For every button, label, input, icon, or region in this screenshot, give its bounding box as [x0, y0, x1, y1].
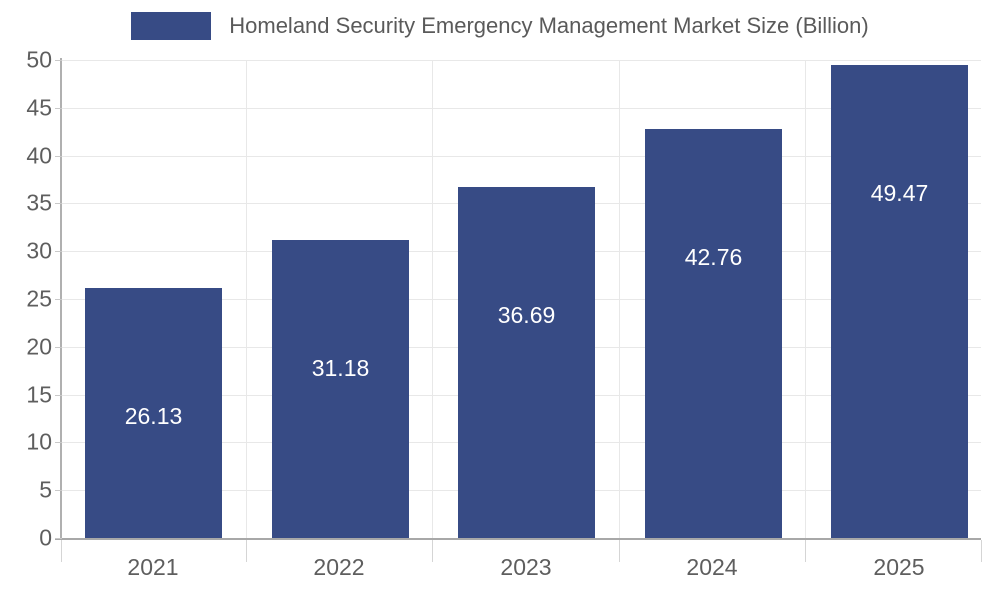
legend-label: Homeland Security Emergency Management M… — [229, 13, 869, 38]
y-tick-label-0: 0 — [39, 524, 52, 551]
gridline-vertical — [246, 60, 247, 538]
y-tick-label-30: 30 — [26, 237, 52, 264]
bar-value-label: 49.47 — [870, 180, 929, 207]
x-tick-label-2024: 2024 — [686, 554, 738, 580]
y-tick-mark — [55, 107, 62, 109]
bar-value-label: 31.18 — [311, 354, 370, 381]
y-tick-mark — [55, 538, 62, 539]
y-tick-mark — [55, 490, 62, 492]
x-tick-mark — [246, 540, 247, 562]
y-tick-label-40: 40 — [26, 142, 52, 169]
gridline-vertical — [432, 60, 433, 538]
chart-legend: Homeland Security Emergency Management M… — [0, 0, 1000, 52]
y-tick-mark — [55, 394, 62, 396]
y-tick-mark — [55, 251, 62, 253]
x-tick-label-2021: 2021 — [127, 554, 179, 580]
gridline-vertical — [805, 60, 806, 538]
bar-2025[interactable]: 49.47 — [831, 65, 968, 538]
legend-item[interactable]: Homeland Security Emergency Management M… — [131, 12, 869, 40]
gridline-horizontal — [61, 60, 981, 61]
x-tick-label-2022: 2022 — [313, 554, 365, 580]
y-tick-mark — [55, 203, 62, 205]
y-tick-label-10: 10 — [26, 428, 52, 455]
gridline-vertical — [619, 60, 620, 538]
x-tick-mark — [981, 540, 982, 562]
legend-color-swatch-icon — [131, 12, 212, 40]
x-axis-line — [55, 538, 981, 540]
x-tick-mark — [805, 540, 806, 562]
y-tick-mark — [55, 442, 62, 444]
y-tick-label-25: 25 — [26, 285, 52, 312]
y-tick-mark — [55, 299, 62, 300]
y-tick-label-35: 35 — [26, 189, 52, 216]
x-tick-label-2023: 2023 — [500, 554, 552, 580]
y-tick-label-50: 50 — [26, 46, 52, 73]
gridline-horizontal — [61, 107, 981, 109]
y-tick-label-45: 45 — [26, 94, 52, 121]
x-tick-mark — [61, 540, 62, 562]
bar-value-label: 42.76 — [684, 244, 743, 271]
y-tick-mark — [55, 155, 62, 157]
bar-2024[interactable]: 42.76 — [645, 129, 782, 538]
bar-value-label: 26.13 — [124, 403, 183, 430]
x-tick-label-2025: 2025 — [873, 554, 925, 580]
x-tick-mark — [432, 540, 433, 562]
y-tick-label-5: 5 — [39, 476, 52, 503]
y-tick-mark — [55, 60, 62, 61]
plot-area: 26.13 31.18 36.69 42.76 49.47 — [61, 60, 981, 538]
bar-value-label: 36.69 — [497, 302, 556, 329]
gridline-horizontal — [61, 155, 981, 157]
y-tick-mark — [55, 346, 62, 348]
bar-2021[interactable]: 26.13 — [85, 288, 222, 538]
bar-2023[interactable]: 36.69 — [458, 187, 595, 538]
x-tick-mark — [619, 540, 620, 562]
bar-2022[interactable]: 31.18 — [272, 239, 409, 538]
y-tick-label-15: 15 — [26, 381, 52, 408]
y-tick-label-20: 20 — [26, 333, 52, 360]
